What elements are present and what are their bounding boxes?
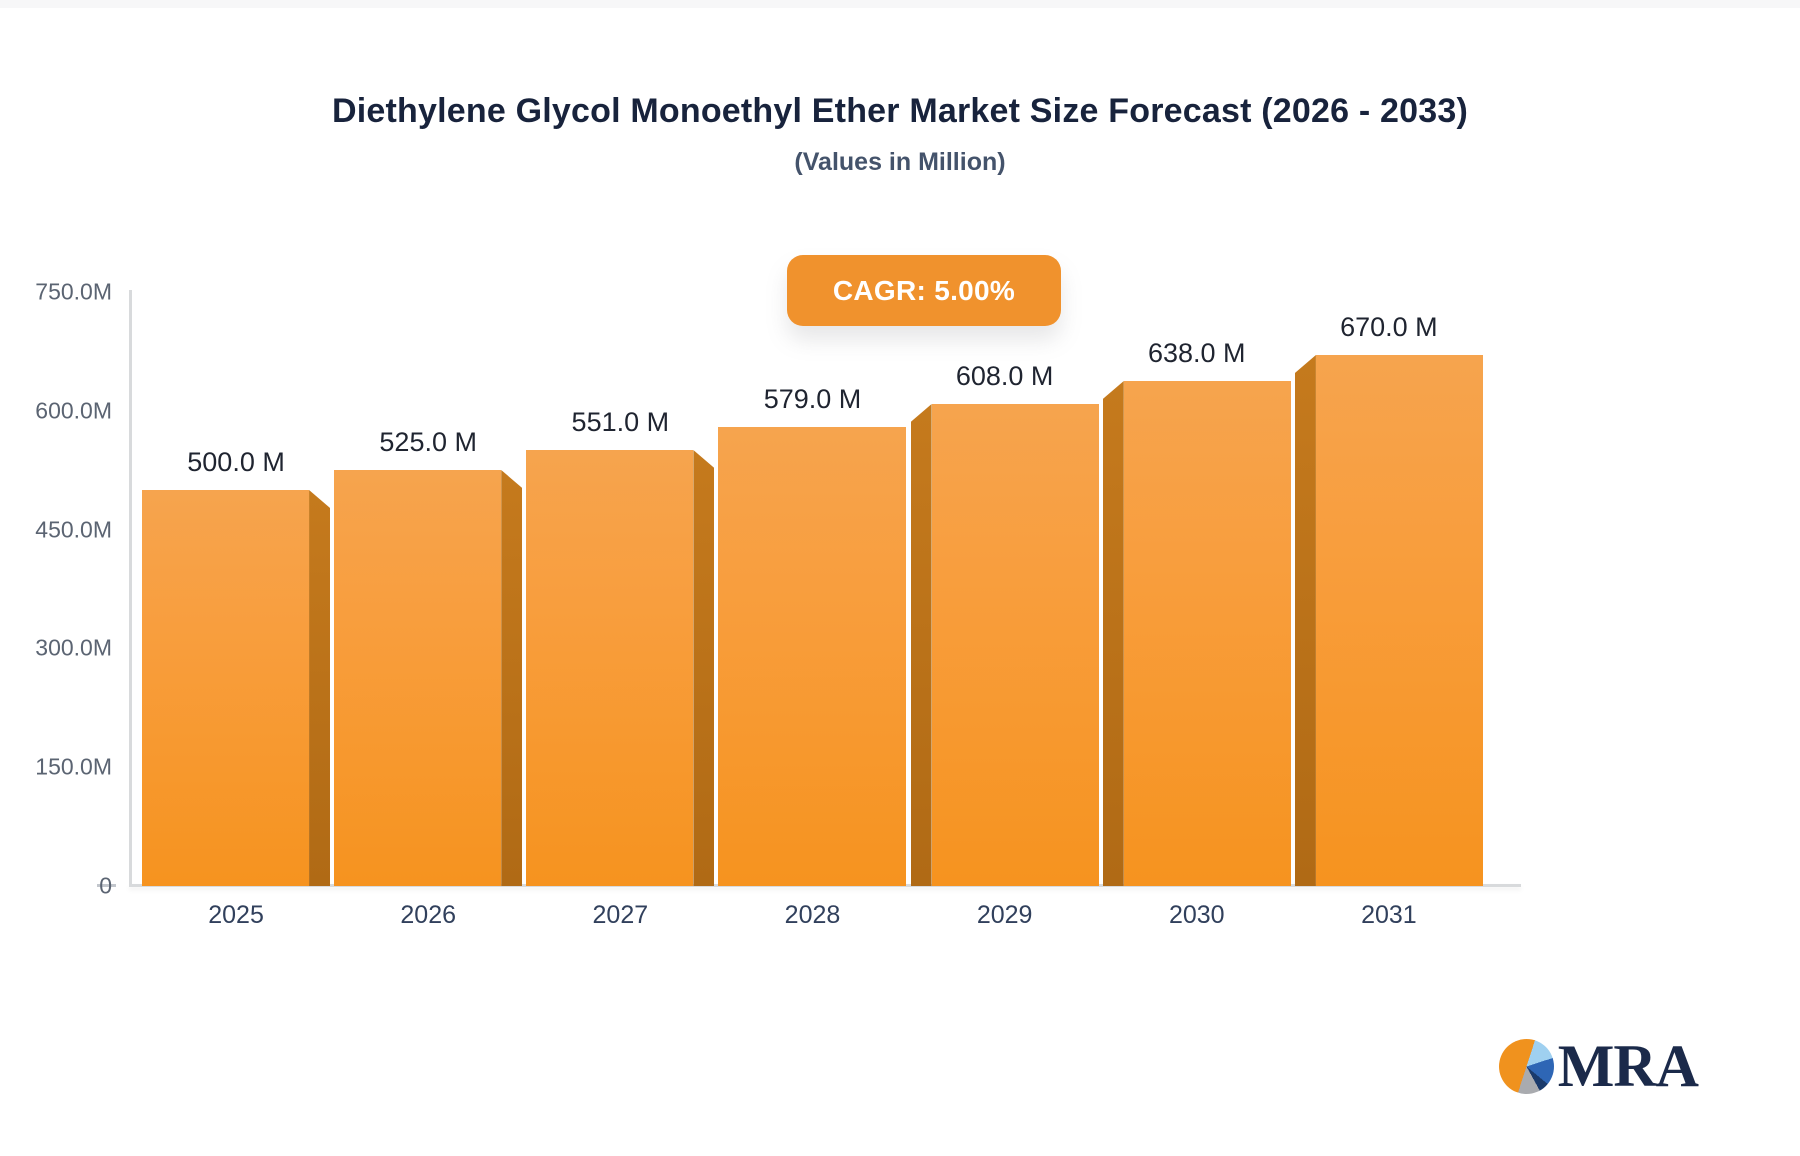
x-tick-label: 2028 [784,901,841,929]
bar-slot: 670.0 M [1293,292,1485,886]
x-tick-label: 2029 [976,901,1033,929]
bar-2025 [142,490,331,886]
bar-slot: 638.0 M [1101,292,1293,886]
bar-2029 [910,404,1099,886]
bar-2026 [334,470,523,886]
bar-slot: 500.0 M [140,292,332,886]
logo-text: MRA [1557,1033,1699,1099]
bar-slot: 551.0 M [524,292,716,886]
bar-face [931,404,1099,886]
y-tick-label: 300.0M [35,634,112,661]
x-tick-label: 2026 [400,901,457,929]
zero-tick-mark [97,884,116,887]
y-tick-label: 600.0M [35,397,112,424]
x-tick-label: 2025 [208,901,264,929]
y-tick-label: 0 [99,872,112,899]
top-edge-strip [0,0,1800,8]
bar-side-shadow [1102,381,1124,886]
bar-face [1315,355,1483,886]
bar-face [142,490,310,886]
bar-face [1123,381,1291,886]
bar-value-label: 500.0 M [187,447,285,477]
y-axis-line [129,290,132,886]
bar-2030 [1102,381,1291,886]
bar-face [526,450,694,886]
bar-side-shadow [1294,355,1316,886]
mra-logo: MRA [1498,1033,1699,1099]
cagr-badge-label: CAGR: 5.00% [832,274,1016,306]
bar-value-label: 551.0 M [571,407,670,437]
bar-face [334,470,502,886]
x-tick-label: 2027 [592,901,649,929]
bar-slot: 608.0 M [909,292,1101,886]
bar-value-label: 525.0 M [379,427,477,457]
bar-slot: 579.0 M [716,292,908,886]
x-axis-labels: 2025 2026 2027 2028 2029 2030 2031 [140,901,1485,930]
x-tick-label: 2030 [1168,901,1225,929]
y-tick-label: 150.0M [35,753,112,780]
chart-title: Diethylene Glycol Monoethyl Ether Market… [332,92,1468,130]
bar-value-label: 608.0 M [955,361,1054,391]
bars-area: 500.0 M 525.0 M 551.0 M 579.0 M 608.0 M 638.0… [140,292,1485,886]
pie-chart-icon [1498,1038,1554,1094]
x-tick-label: 2031 [1361,901,1417,929]
bar-face [718,427,907,886]
chart-subtitle: (Values in Million) [794,148,1006,176]
bar-value-label: 670.0 M [1340,312,1438,342]
bar-value-label: 638.0 M [1147,338,1246,368]
cagr-badge: CAGR: 5.00% [787,255,1061,326]
y-tick-label: 750.0M [35,278,112,305]
bar-side-shadow [910,404,932,886]
bar-value-label: 579.0 M [763,384,862,414]
bar-side-shadow [693,450,715,886]
bar-2031 [1294,355,1483,886]
bar-2027 [526,450,715,886]
bar-2028 [718,427,907,886]
bar-side-shadow [309,490,331,886]
bar-slot: 525.0 M [332,292,524,886]
y-tick-label: 450.0M [35,516,112,543]
bar-side-shadow [501,470,523,886]
